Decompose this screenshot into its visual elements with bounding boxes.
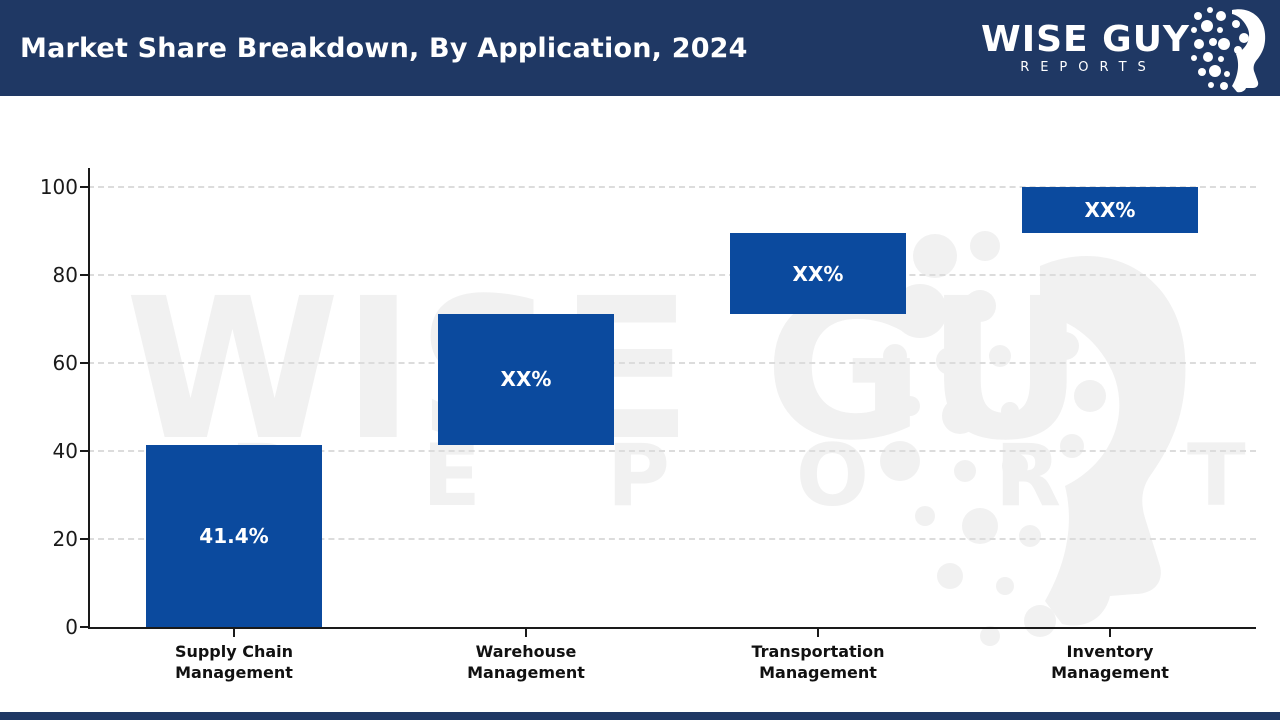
category-label-line: Management — [467, 663, 585, 682]
page-title: Market Share Breakdown, By Application, … — [20, 32, 748, 64]
category-label-line: Supply Chain — [174, 642, 294, 661]
bar-value-label: XX% — [792, 261, 844, 286]
y-gridline — [88, 450, 1256, 452]
category-label-line: Transportation — [751, 642, 885, 661]
bar-value-label: XX% — [500, 367, 552, 392]
y-axis-line — [88, 168, 90, 629]
y-axis-tick-label: 80 — [52, 263, 78, 287]
bar-value-label: 41.4% — [199, 523, 269, 548]
y-axis-tick-mark — [80, 626, 88, 628]
wise-guy-logo: WISE GUY REPORTS — [981, 2, 1280, 94]
y-axis-tick-mark — [80, 274, 88, 276]
y-axis-tick-mark — [80, 186, 88, 188]
x-axis-tick-mark — [525, 629, 527, 637]
logo-head-icon — [1191, 7, 1266, 93]
bar-value-label: XX% — [1084, 198, 1136, 223]
waterfall-bar: 41.4% — [146, 444, 322, 627]
y-axis-tick-label: 40 — [52, 439, 78, 463]
y-axis-tick-label: 100 — [39, 175, 78, 199]
x-axis-category-label: Transportation Management — [688, 641, 948, 683]
category-label-line: Management — [1051, 663, 1169, 682]
y-gridline — [88, 362, 1256, 364]
logo-wordmark: WISE GUY — [980, 18, 1190, 60]
footer-band — [0, 712, 1280, 720]
x-axis-tick-mark — [1109, 629, 1111, 637]
y-axis-tick-mark — [80, 538, 88, 540]
y-gridline — [88, 186, 1256, 188]
x-axis-category-label: Supply Chain Management — [104, 641, 364, 683]
header-band: Market Share Breakdown, By Application, … — [0, 0, 1280, 96]
waterfall-bar: XX% — [730, 233, 906, 315]
waterfall-bar: XX% — [438, 314, 614, 445]
y-gridline — [88, 538, 1256, 540]
category-label-line: Management — [759, 663, 877, 682]
logo-subtitle: REPORTS — [1020, 59, 1157, 75]
y-axis-tick-label: 0 — [65, 615, 78, 639]
x-axis-category-label: Warehouse Management — [396, 641, 656, 683]
category-label-line: Inventory — [1066, 642, 1154, 661]
waterfall-bar: XX% — [1022, 187, 1198, 234]
x-axis-tick-mark — [233, 629, 235, 637]
x-axis-tick-mark — [817, 629, 819, 637]
y-axis-tick-label: 20 — [52, 527, 78, 551]
y-axis-tick-mark — [80, 450, 88, 452]
category-label-line: Warehouse — [475, 642, 577, 661]
category-label-line: Management — [175, 663, 293, 682]
y-gridline — [88, 274, 1256, 276]
x-axis-line — [88, 627, 1256, 629]
y-axis-tick-mark — [80, 362, 88, 364]
logo-text: WISE GUY REPORTS — [980, 18, 1190, 75]
y-axis-tick-label: 60 — [52, 351, 78, 375]
x-axis-category-label: Inventory Management — [980, 641, 1240, 683]
